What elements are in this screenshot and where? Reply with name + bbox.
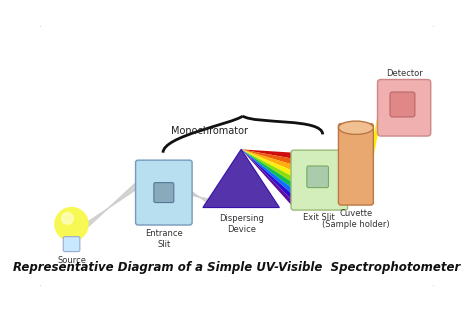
Polygon shape <box>241 149 293 195</box>
Polygon shape <box>88 178 141 227</box>
FancyBboxPatch shape <box>338 124 374 205</box>
FancyBboxPatch shape <box>390 92 415 117</box>
Polygon shape <box>241 149 293 189</box>
Text: Source: Source <box>57 256 86 265</box>
Text: Entrance
Slit: Entrance Slit <box>145 229 182 249</box>
Polygon shape <box>241 149 293 171</box>
FancyBboxPatch shape <box>307 166 328 188</box>
Ellipse shape <box>338 121 374 134</box>
Polygon shape <box>241 149 293 183</box>
Text: Dispersing
Device: Dispersing Device <box>219 214 264 234</box>
FancyBboxPatch shape <box>63 236 80 251</box>
Circle shape <box>55 207 88 241</box>
Polygon shape <box>241 149 293 159</box>
FancyBboxPatch shape <box>291 150 347 210</box>
Polygon shape <box>241 149 293 177</box>
Circle shape <box>62 212 73 224</box>
FancyBboxPatch shape <box>377 80 431 136</box>
Polygon shape <box>371 101 381 168</box>
FancyBboxPatch shape <box>154 183 174 202</box>
Polygon shape <box>241 149 293 165</box>
Polygon shape <box>190 190 210 204</box>
Polygon shape <box>203 149 279 207</box>
Text: Detector: Detector <box>386 69 422 78</box>
FancyBboxPatch shape <box>136 160 192 225</box>
Text: Monochromator: Monochromator <box>171 126 248 136</box>
Text: Exit Slit: Exit Slit <box>303 212 335 222</box>
Text: Representative Diagram of a Simple UV-Visible  Spectrophotometer: Representative Diagram of a Simple UV-Vi… <box>13 261 461 274</box>
Polygon shape <box>241 149 293 207</box>
FancyBboxPatch shape <box>38 25 436 287</box>
Polygon shape <box>341 154 345 187</box>
Text: Cuvette
(Sample holder): Cuvette (Sample holder) <box>322 209 390 229</box>
Polygon shape <box>241 149 293 202</box>
